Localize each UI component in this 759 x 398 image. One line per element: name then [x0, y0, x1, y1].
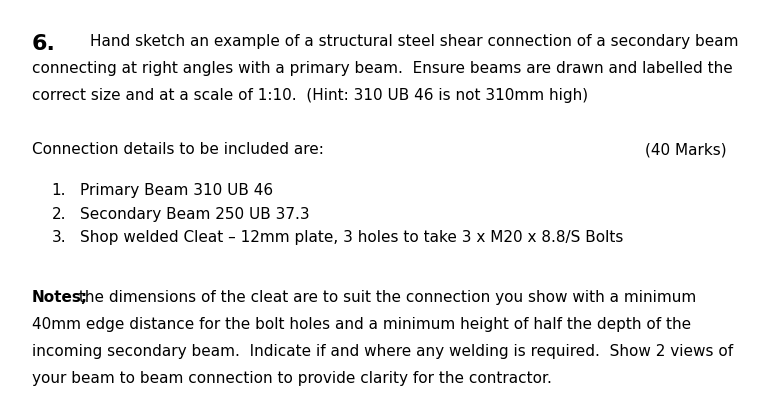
Text: 1.: 1. [52, 183, 66, 198]
Text: Connection details to be included are:: Connection details to be included are: [32, 142, 324, 157]
Text: 40mm edge distance for the bolt holes and a minimum height of half the depth of : 40mm edge distance for the bolt holes an… [32, 316, 691, 332]
Text: your beam to beam connection to provide clarity for the contractor.: your beam to beam connection to provide … [32, 371, 552, 386]
Text: (40 Marks): (40 Marks) [645, 142, 727, 157]
Text: correct size and at a scale of 1:10.  (Hint: 310 UB 46 is not 310mm high): correct size and at a scale of 1:10. (Hi… [32, 88, 588, 103]
Text: Primary Beam 310 UB 46: Primary Beam 310 UB 46 [80, 183, 272, 198]
Text: incoming secondary beam.  Indicate if and where any welding is required.  Show 2: incoming secondary beam. Indicate if and… [32, 343, 733, 359]
Text: the dimensions of the cleat are to suit the connection you show with a minimum: the dimensions of the cleat are to suit … [74, 289, 696, 304]
Text: 6.: 6. [32, 34, 55, 54]
Text: Hand sketch an example of a structural steel shear connection of a secondary bea: Hand sketch an example of a structural s… [90, 34, 738, 49]
Text: connecting at right angles with a primary beam.  Ensure beams are drawn and labe: connecting at right angles with a primar… [32, 61, 732, 76]
Text: Shop welded Cleat – 12mm plate, 3 holes to take 3 x M20 x 8.8/S Bolts: Shop welded Cleat – 12mm plate, 3 holes … [80, 230, 623, 246]
Text: 2.: 2. [52, 207, 66, 222]
Text: 3.: 3. [52, 230, 66, 246]
Text: Notes;: Notes; [32, 289, 88, 304]
Text: Secondary Beam 250 UB 37.3: Secondary Beam 250 UB 37.3 [80, 207, 310, 222]
